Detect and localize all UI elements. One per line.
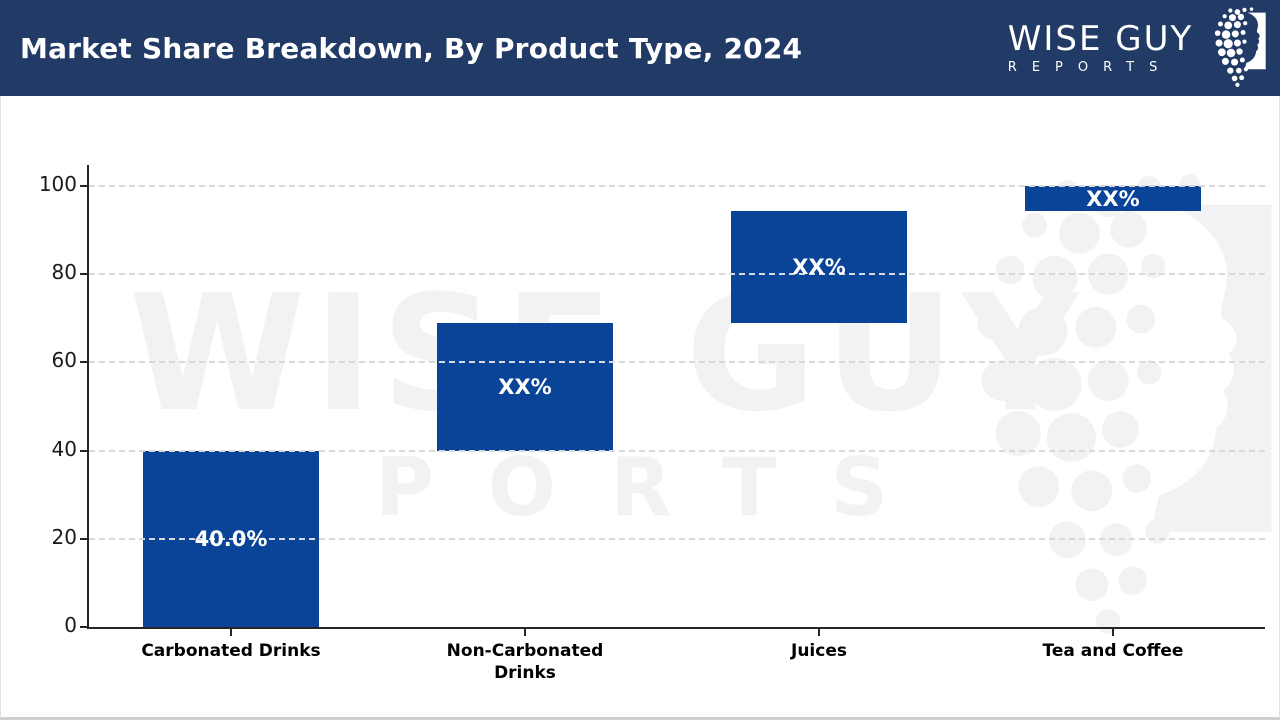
- bar-value-label: XX%: [498, 374, 552, 399]
- y-tick-mark: [80, 537, 89, 540]
- gridline: [89, 361, 1265, 364]
- bar-value-label: XX%: [1086, 186, 1140, 211]
- chart-title: Market Share Breakdown, By Product Type,…: [20, 31, 803, 65]
- logo-subtitle: REPORTS: [1007, 59, 1173, 75]
- x-tick-mark: [230, 629, 232, 636]
- y-tick-mark: [80, 273, 89, 276]
- wiseguy-logo: WISE GUY REPORTS: [1008, 7, 1266, 89]
- y-tick-label: 20: [51, 524, 77, 549]
- y-tick-mark: [80, 185, 89, 187]
- logo-wordmark: WISE GUY: [1007, 18, 1194, 59]
- bar-3: [731, 211, 907, 324]
- y-tick-label: 40: [51, 436, 77, 461]
- y-axis-line: [87, 165, 89, 629]
- wiseguy-head-icon: [1215, 7, 1266, 87]
- y-tick-label: 100: [38, 172, 77, 196]
- x-axis-line: [89, 627, 1265, 629]
- plot-canvas: 0 20 40 60 80 100 40.0% Carbonated Drinks XX% Non…: [1, 96, 1279, 717]
- y-tick-label: 60: [51, 348, 77, 373]
- y-tick-label: 0: [64, 613, 77, 637]
- x-tick-label: Tea and Coffee: [1042, 641, 1184, 661]
- gridline: [89, 449, 1265, 452]
- logo-text: WISE GUY REPORTS: [1008, 22, 1194, 75]
- x-tick-label: Carbonated Drinks: [141, 641, 321, 661]
- gridline: [89, 273, 1265, 276]
- chart-area: WISE GUY REPORTS 0 20 40 60 80 100 40.0% Carbon…: [0, 96, 1280, 720]
- gridline: [89, 185, 1265, 187]
- x-tick-label: Juices: [791, 641, 847, 661]
- bar-value-label: XX%: [792, 255, 846, 280]
- x-tick-mark: [1112, 629, 1114, 636]
- x-tick-mark: [818, 629, 820, 636]
- y-tick-mark: [80, 449, 89, 452]
- y-tick-mark: [80, 626, 89, 628]
- header-bar: Market Share Breakdown, By Product Type,…: [0, 0, 1280, 96]
- bar-4: [1025, 186, 1201, 212]
- bar-value-label: 40.0%: [194, 526, 268, 551]
- y-tick-label: 80: [51, 260, 77, 285]
- x-tick-mark: [524, 629, 526, 636]
- gridline: [89, 537, 1265, 540]
- x-tick-label: Non-Carbonated Drinks: [446, 641, 604, 684]
- bar-2: [437, 323, 613, 451]
- y-tick-mark: [80, 361, 89, 364]
